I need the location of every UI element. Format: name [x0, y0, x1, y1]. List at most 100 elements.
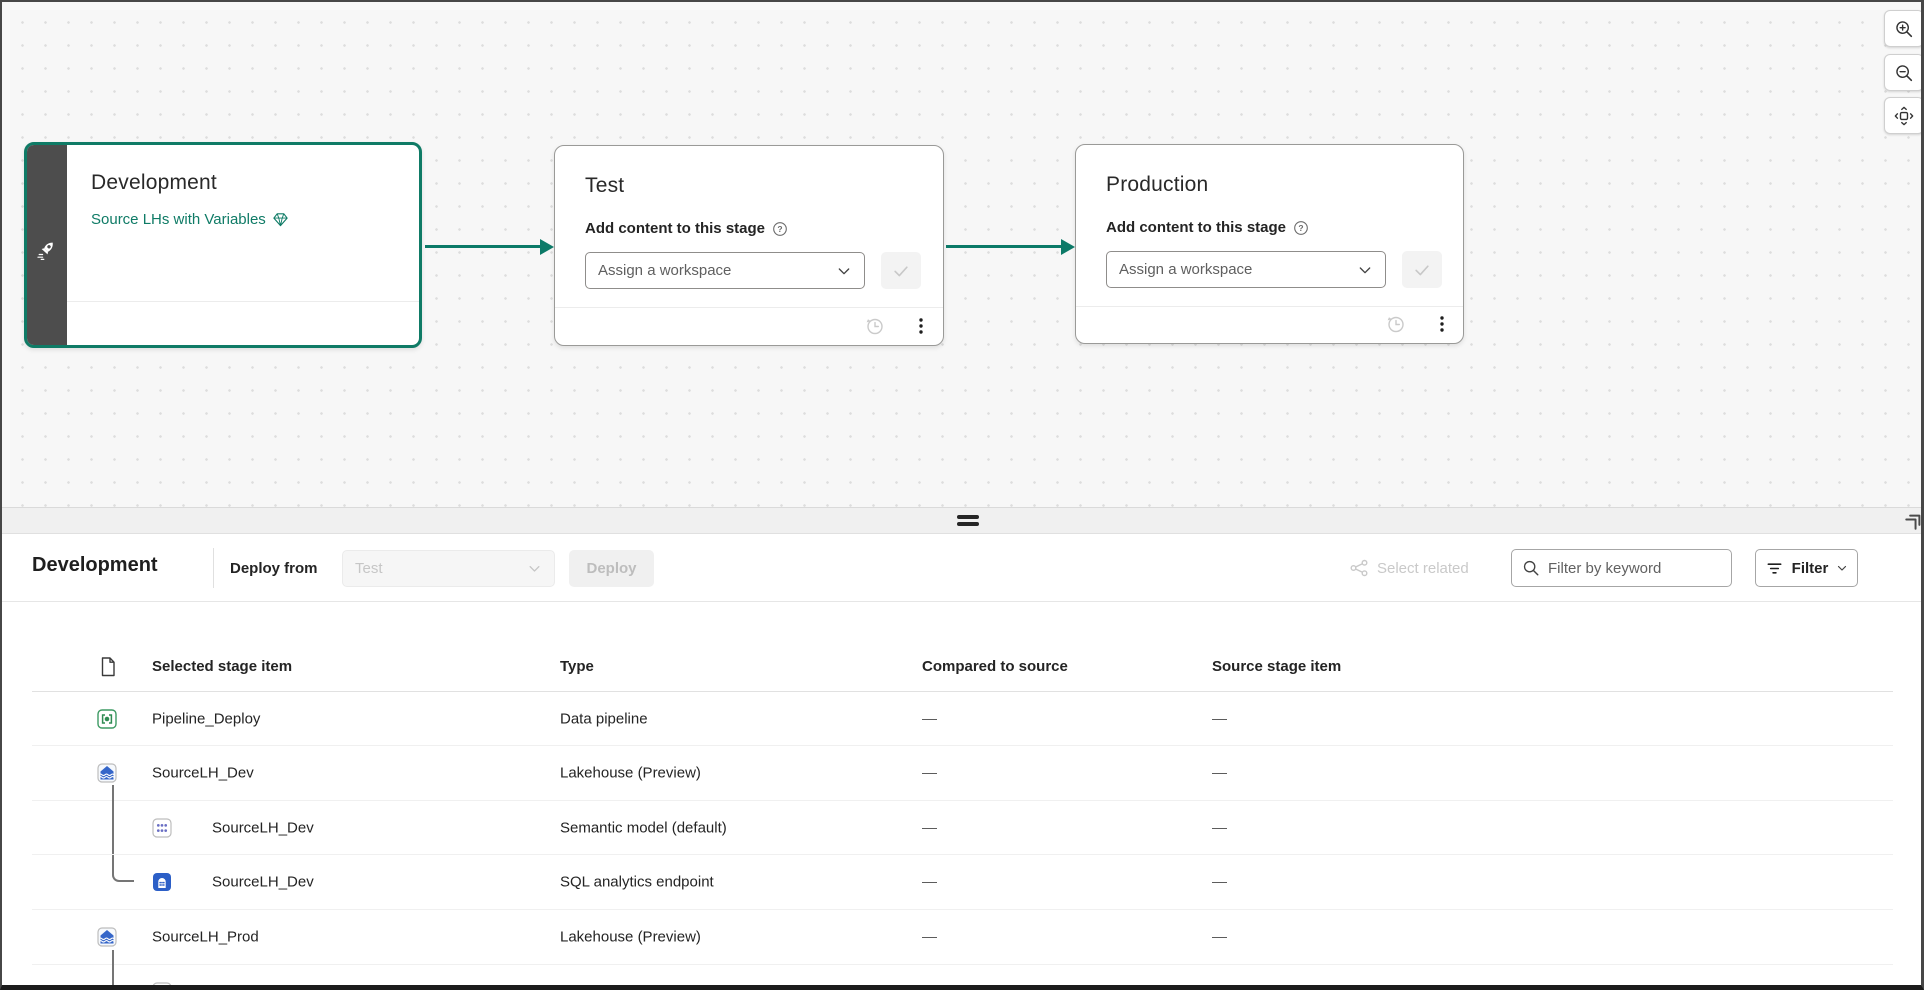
- stage-card-production[interactable]: Production Add content to this stage ? A…: [1075, 144, 1464, 344]
- card-footer-divider: [555, 307, 943, 308]
- select-related-icon: [1350, 559, 1368, 577]
- row-source-value: —: [1212, 819, 1227, 837]
- workspace-link[interactable]: Source LHs with Variables: [91, 211, 289, 228]
- gem-icon: [273, 213, 288, 227]
- table-header-underline: [32, 691, 1893, 692]
- panel-stage-title: Development: [32, 554, 158, 576]
- rocket-icon: [37, 242, 53, 260]
- row-item-name: Pipeline_Deploy: [152, 710, 261, 728]
- table-row[interactable]: SourceLH_Dev SQL analytics endpoint — —: [2, 855, 1921, 909]
- tree-connector: [112, 785, 134, 882]
- row-item-name: SourceLH_Dev: [212, 819, 314, 837]
- card-footer-divider: [1076, 306, 1463, 307]
- fit-to-screen-icon: [1894, 106, 1914, 125]
- search-icon: [1523, 560, 1539, 576]
- item-type-column-icon: [101, 657, 115, 677]
- checkmark-icon: [894, 265, 908, 276]
- row-source-value: —: [1212, 873, 1227, 891]
- confirm-workspace-button[interactable]: [881, 252, 921, 289]
- filter-keyword-input[interactable]: [1548, 559, 1708, 577]
- help-icon[interactable]: ?: [772, 221, 788, 237]
- stage-connector-arrowhead: [540, 238, 554, 255]
- table-row[interactable]: Pipeline_Deploy Data pipeline — —: [2, 692, 1921, 746]
- assign-workspace-dropdown[interactable]: Assign a workspace: [1106, 251, 1386, 288]
- filter-icon: [1767, 562, 1782, 574]
- stage-connector-arrow: [946, 245, 1061, 248]
- table-row[interactable]: SourceLH_Prod Lakehouse (Preview) — —: [2, 910, 1921, 964]
- fit-to-screen-button[interactable]: [1884, 97, 1921, 134]
- collapse-panel-button[interactable]: [1901, 509, 1921, 538]
- row-item-type: Lakehouse (Preview): [560, 928, 701, 946]
- svg-text:?: ?: [777, 224, 782, 234]
- add-content-label: Add content to this stage: [1106, 219, 1286, 236]
- table-row[interactable]: SourceLH_Dev Semantic model (default) — …: [2, 801, 1921, 855]
- stage-menu-button[interactable]: [907, 312, 935, 340]
- row-compared-value: —: [922, 984, 937, 986]
- row-item-name: SourceLH_Prod: [212, 984, 319, 986]
- pipeline-canvas[interactable]: Development Source LHs with Variables Te…: [2, 2, 1921, 507]
- filter-keyword-searchbox[interactable]: [1511, 549, 1732, 587]
- row-compared-value: —: [922, 873, 937, 891]
- row-compared-value: —: [922, 819, 937, 837]
- more-vertical-icon: [412, 317, 422, 337]
- row-source-value: —: [1212, 764, 1227, 782]
- lakehouse-icon: [97, 927, 117, 947]
- deploy-from-dropdown[interactable]: Test: [342, 550, 555, 587]
- stage-title: Test: [585, 174, 625, 197]
- tree-connector: [112, 950, 114, 985]
- row-item-type: Lakehouse (Preview): [560, 764, 701, 782]
- stage-connector-arrow: [425, 245, 540, 248]
- assign-workspace-placeholder: Assign a workspace: [1119, 261, 1253, 278]
- panel-resize-handle[interactable]: [957, 515, 979, 526]
- data-pipeline-icon: [97, 709, 117, 729]
- deployment-history-button[interactable]: [861, 312, 889, 340]
- stage-title: Production: [1106, 173, 1209, 196]
- stage-card-development[interactable]: Development Source LHs with Variables: [24, 142, 422, 348]
- deploy-from-value: Test: [355, 560, 383, 577]
- row-compared-value: —: [922, 710, 937, 728]
- zoom-out-button[interactable]: [1884, 54, 1921, 91]
- confirm-workspace-button[interactable]: [1402, 251, 1442, 288]
- zoom-out-icon: [1896, 64, 1913, 81]
- assign-workspace-dropdown[interactable]: Assign a workspace: [585, 252, 865, 289]
- workspace-link-label: Source LHs with Variables: [91, 211, 266, 228]
- row-source-value: —: [1212, 984, 1227, 986]
- stage-menu-button[interactable]: [408, 313, 422, 341]
- card-footer-divider: [67, 301, 419, 302]
- row-compared-value: —: [922, 928, 937, 946]
- deploy-button[interactable]: Deploy: [569, 550, 654, 587]
- chevron-down-icon: [1838, 565, 1847, 571]
- sql-endpoint-icon: [153, 873, 171, 891]
- select-related-label: Select related: [1377, 559, 1469, 577]
- row-item-type: Data pipeline: [560, 710, 648, 728]
- row-source-value: —: [1212, 928, 1227, 946]
- row-item-type: SQL analytics endpoint: [560, 873, 714, 891]
- double-chevron-ne-icon: [1905, 514, 1921, 530]
- chevron-down-icon: [838, 267, 850, 274]
- panel-resize-strip: [2, 507, 1921, 533]
- row-source-value: —: [1212, 710, 1227, 728]
- table-row[interactable]: SourceLH_Dev Lakehouse (Preview) — —: [2, 746, 1921, 800]
- assign-workspace-placeholder: Assign a workspace: [598, 262, 732, 279]
- row-item-name: SourceLH_Dev: [152, 764, 254, 782]
- deployment-history-button[interactable]: [1382, 310, 1410, 338]
- selected-stage-strip: [27, 145, 67, 345]
- stage-menu-button[interactable]: [1428, 310, 1456, 338]
- stage-connector-arrowhead: [1061, 238, 1075, 255]
- chevron-down-icon: [529, 566, 540, 572]
- table-row[interactable]: SourceLH_Prod Semantic model (default) —…: [2, 965, 1921, 986]
- deploy-from-label: Deploy from: [230, 560, 318, 577]
- row-item-type: Semantic model (default): [560, 984, 727, 986]
- row-item-type: Semantic model (default): [560, 819, 727, 837]
- stage-card-test[interactable]: Test Add content to this stage ? Assign …: [554, 145, 944, 346]
- help-icon[interactable]: ?: [1293, 220, 1309, 236]
- row-compared-value: —: [922, 764, 937, 782]
- column-header-compared-to-source: Compared to source: [922, 658, 1068, 675]
- zoom-in-button[interactable]: [1884, 10, 1921, 47]
- more-vertical-icon: [919, 318, 923, 334]
- filter-button[interactable]: Filter: [1755, 549, 1858, 587]
- checkmark-icon: [1415, 264, 1429, 275]
- filter-label: Filter: [1791, 559, 1829, 577]
- select-related-button[interactable]: Select related: [1349, 558, 1469, 578]
